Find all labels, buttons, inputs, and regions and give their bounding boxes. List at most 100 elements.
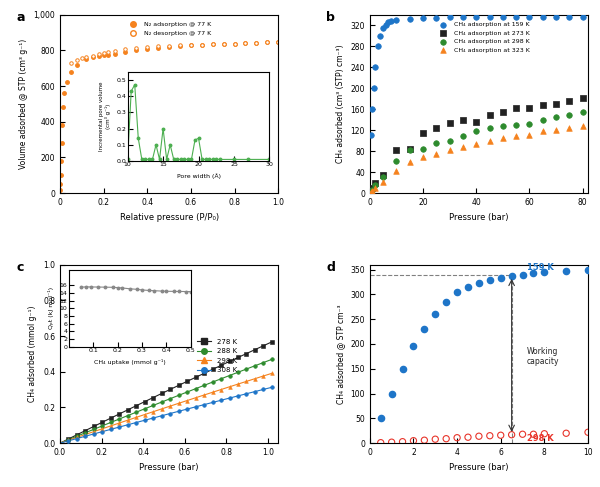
CH₄ adsorption at 323 K	[367, 188, 376, 196]
Point	[452, 434, 462, 442]
CH₄ adsorption at 273 K	[368, 184, 377, 192]
Point	[157, 405, 166, 413]
Point	[430, 435, 440, 443]
Point	[131, 402, 141, 410]
CH₄ adsorption at 273 K	[445, 119, 454, 127]
CH₄ adsorption at 159 K	[373, 42, 383, 50]
Point	[463, 433, 473, 441]
Point	[89, 428, 98, 435]
CH₄ adsorption at 159 K	[431, 14, 441, 21]
Point	[474, 280, 484, 287]
Point	[216, 375, 226, 383]
Point	[182, 388, 192, 396]
CH₄ adsorption at 159 K	[368, 105, 377, 113]
Point	[174, 399, 184, 407]
Point	[64, 436, 73, 444]
Point	[199, 370, 209, 377]
Point	[89, 430, 98, 438]
Point	[157, 390, 166, 397]
Point	[430, 310, 440, 318]
Point	[157, 398, 166, 406]
Y-axis label: CH₄ adsorbed @ STP cm⁻³: CH₄ adsorbed @ STP cm⁻³	[336, 304, 345, 404]
CH₄ adsorption at 298 K	[498, 122, 508, 130]
Point	[64, 436, 73, 444]
Point	[485, 432, 494, 440]
CH₄ adsorption at 273 K	[551, 100, 561, 108]
X-axis label: Relative pressure (P/P₀): Relative pressure (P/P₀)	[119, 213, 218, 222]
CH₄ adsorption at 273 K	[565, 97, 574, 105]
CH₄ adsorption at 323 K	[379, 178, 388, 186]
Point	[123, 416, 133, 424]
CH₄ adsorption at 159 K	[445, 13, 454, 21]
Point	[123, 406, 133, 414]
Y-axis label: CH₄ adsorbed (mmol g⁻¹): CH₄ adsorbed (mmol g⁻¹)	[28, 306, 37, 402]
Point	[191, 394, 200, 402]
Point	[97, 425, 107, 432]
Point	[225, 372, 235, 379]
Point	[131, 408, 141, 416]
Point	[216, 361, 226, 369]
Point	[529, 431, 538, 438]
Text: 159 K: 159 K	[527, 262, 554, 272]
Point	[442, 298, 451, 306]
Point	[259, 342, 268, 350]
CH₄ adsorption at 298 K	[578, 108, 587, 116]
Point	[140, 416, 149, 424]
CH₄ adsorption at 298 K	[472, 127, 481, 135]
Point	[208, 378, 217, 386]
Point	[131, 413, 141, 421]
Point	[97, 428, 107, 435]
CH₄ adsorption at 273 K	[418, 129, 428, 137]
Point	[507, 431, 517, 439]
Point	[140, 398, 149, 406]
Point	[72, 431, 82, 439]
CH₄ adsorption at 323 K	[392, 167, 401, 175]
Text: Working
capacity: Working capacity	[527, 347, 559, 366]
Point	[199, 401, 209, 409]
Point	[242, 350, 251, 357]
Point	[64, 437, 73, 445]
CH₄ adsorption at 159 K	[367, 131, 376, 139]
CH₄ adsorption at 159 K	[538, 13, 548, 21]
Point	[80, 432, 90, 440]
Point	[518, 271, 527, 279]
Point	[398, 365, 407, 373]
Point	[398, 438, 407, 446]
Point	[148, 414, 158, 422]
Point	[131, 419, 141, 427]
CH₄ adsorption at 159 K	[551, 13, 561, 21]
CH₄ adsorption at 159 K	[458, 13, 468, 21]
CH₄ adsorption at 273 K	[472, 118, 481, 126]
Point	[442, 435, 451, 443]
CH₄ adsorption at 273 K	[485, 112, 494, 119]
CH₄ adsorption at 273 K	[370, 179, 380, 187]
Point	[191, 385, 200, 393]
CH₄ adsorption at 323 K	[472, 140, 481, 148]
Point	[225, 394, 235, 402]
Point	[166, 395, 175, 403]
CH₄ adsorption at 273 K	[498, 108, 508, 116]
Point	[225, 383, 235, 391]
CH₄ adsorption at 298 K	[368, 186, 377, 193]
Point	[474, 432, 484, 440]
CH₄ adsorption at 298 K	[551, 113, 561, 121]
CH₄ adsorption at 323 K	[498, 134, 508, 142]
X-axis label: Pressure (bar): Pressure (bar)	[449, 213, 509, 222]
CH₄ adsorption at 273 K	[524, 104, 534, 112]
Point	[225, 357, 235, 365]
CH₄ adsorption at 273 K	[511, 104, 521, 112]
Point	[233, 392, 243, 400]
CH₄ adsorption at 323 K	[524, 131, 534, 139]
Point	[233, 380, 243, 388]
Point	[250, 346, 260, 354]
CH₄ adsorption at 159 K	[370, 63, 380, 71]
Point	[539, 268, 549, 276]
Point	[496, 274, 506, 282]
Point	[97, 422, 107, 430]
Point	[562, 267, 571, 275]
CH₄ adsorption at 159 K	[376, 32, 385, 39]
Point	[452, 288, 462, 296]
CH₄ adsorption at 159 K	[386, 17, 396, 25]
CH₄ adsorption at 298 K	[431, 139, 441, 147]
CH₄ adsorption at 298 K	[392, 157, 401, 165]
